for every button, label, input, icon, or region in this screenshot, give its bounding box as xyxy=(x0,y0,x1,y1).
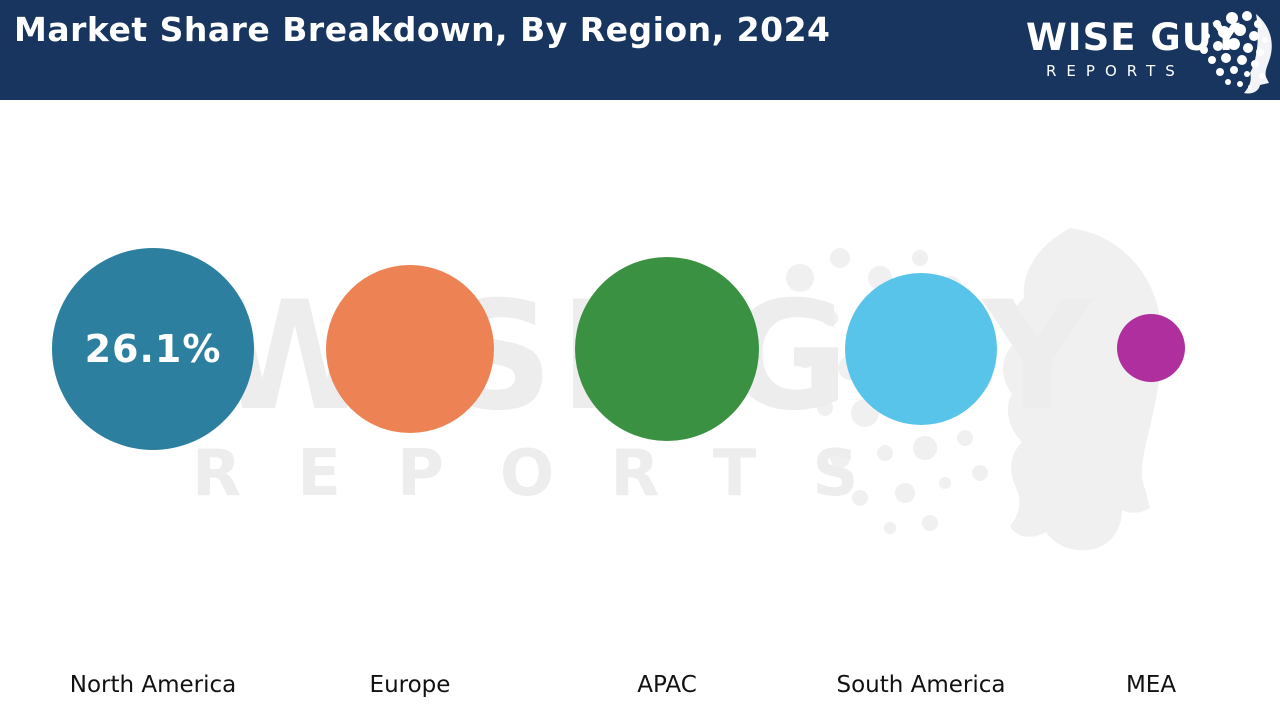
category-label-apac: APAC xyxy=(637,672,697,698)
logo-head-icon xyxy=(1200,11,1272,94)
bubble-south-america xyxy=(845,273,997,425)
bubble-apac xyxy=(575,257,759,441)
category-label-mea: MEA xyxy=(1125,672,1177,698)
watermark-subtitle: REPORTS xyxy=(192,437,915,511)
bubble-mea xyxy=(1117,314,1185,382)
bubble-europe xyxy=(326,265,494,433)
header-bar: Market Share Breakdown, By Region, 2024 … xyxy=(0,0,1280,100)
category-label-south-america: South America xyxy=(836,672,1006,698)
bubble-value-label-north-america: 26.1% xyxy=(84,327,222,371)
page-title: Market Share Breakdown, By Region, 2024 xyxy=(14,10,831,49)
logo-subtitle: REPORTS xyxy=(1046,62,1185,80)
category-label-europe: Europe xyxy=(369,672,451,698)
category-label-north-america: North America xyxy=(69,672,237,698)
wise-guy-logo: WISE GUY REPORTS xyxy=(1026,4,1274,98)
bubble-north-america: 26.1% xyxy=(52,248,254,450)
